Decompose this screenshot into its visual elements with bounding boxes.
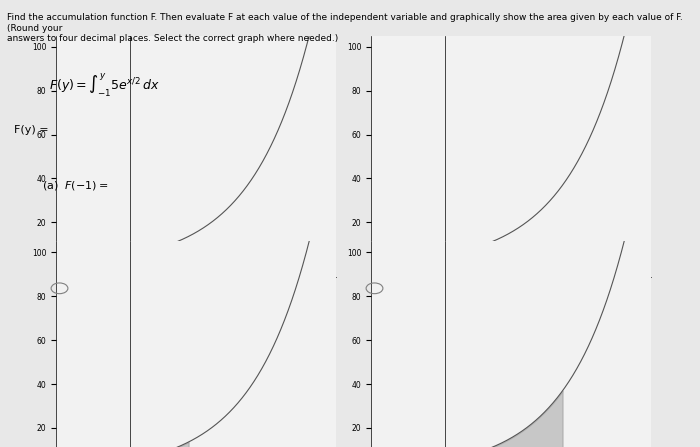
Text: Find the accumulation function F. Then evaluate F at each value of the independe: Find the accumulation function F. Then e… — [7, 13, 682, 43]
Text: F(y) =: F(y) = — [14, 125, 52, 135]
X-axis label: x: x — [193, 297, 199, 306]
Text: (a)  $F(-1) =$: (a) $F(-1) =$ — [42, 179, 108, 192]
Text: $F(y) = \int_{-1}^{y} 5e^{x/2}\, dx$: $F(y) = \int_{-1}^{y} 5e^{x/2}\, dx$ — [49, 72, 160, 99]
X-axis label: x: x — [508, 297, 514, 306]
